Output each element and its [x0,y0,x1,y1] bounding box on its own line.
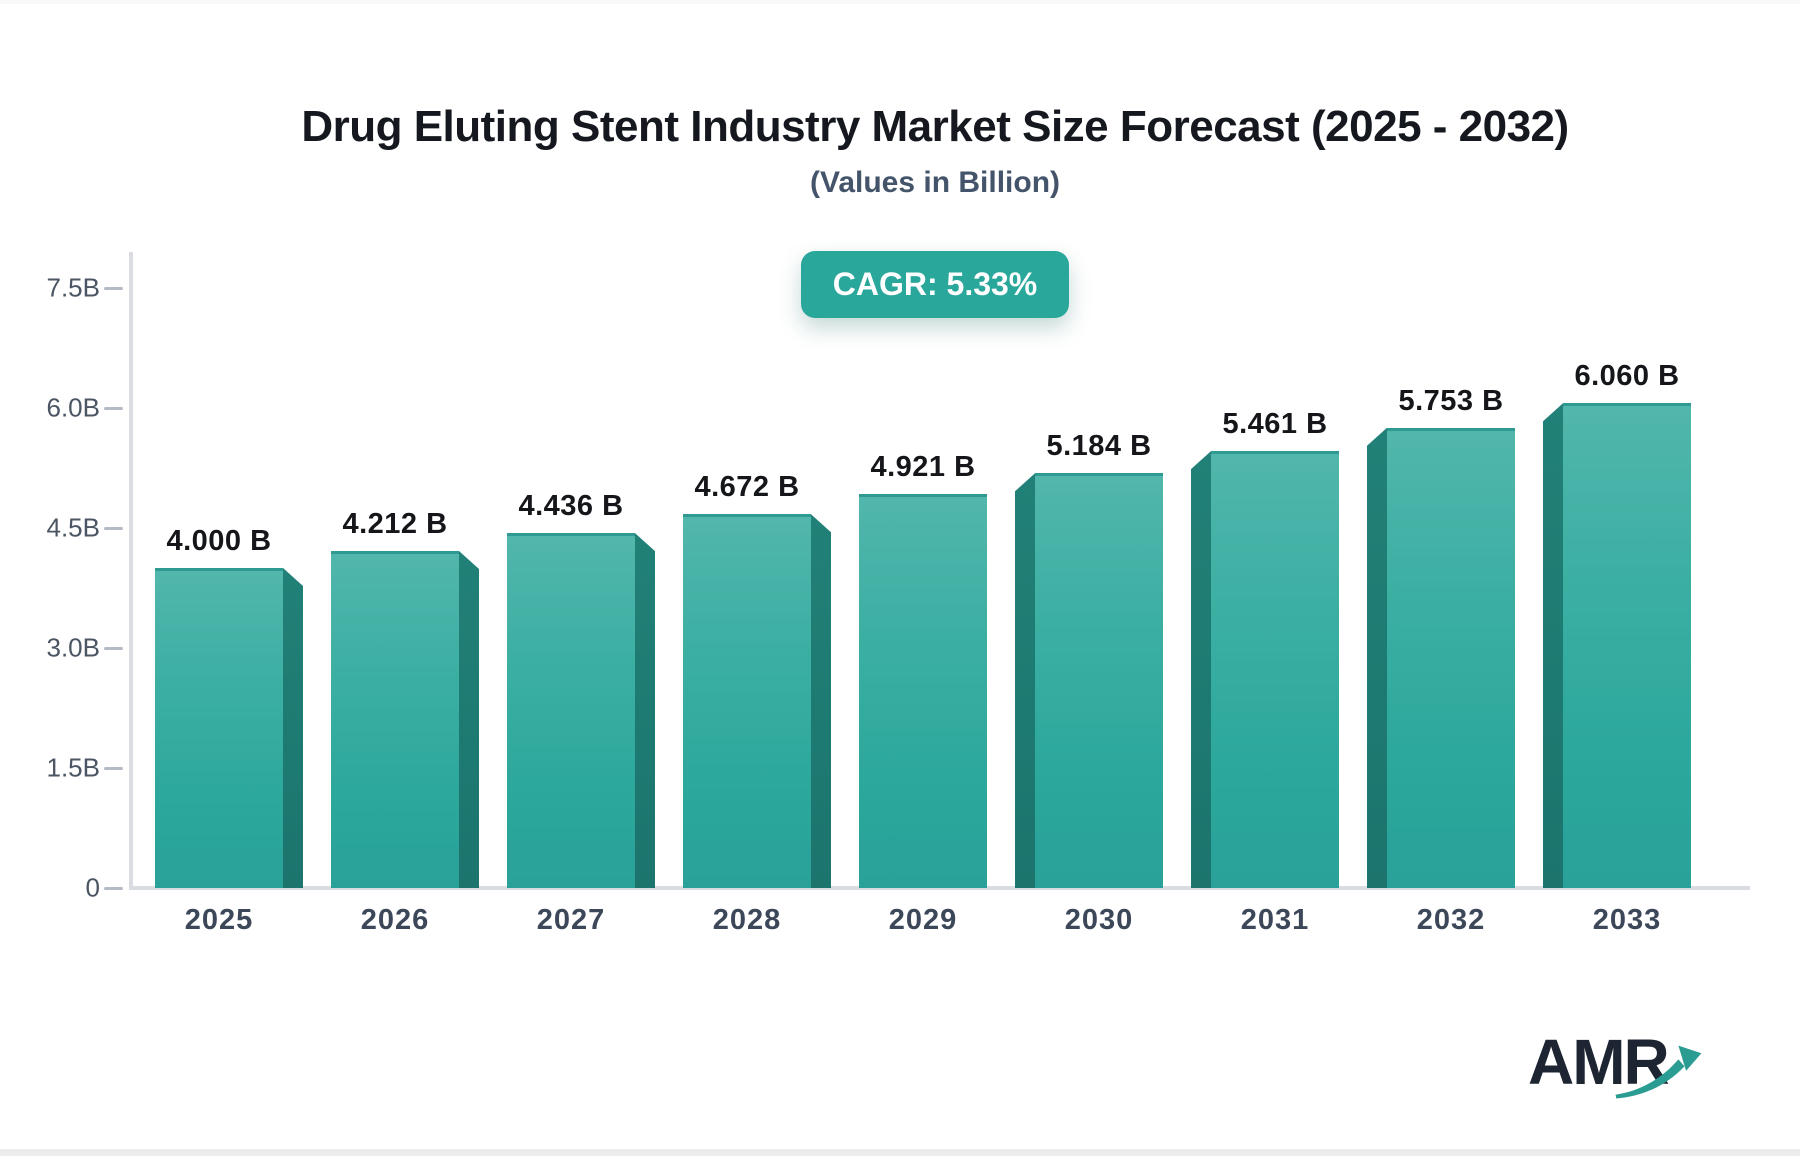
bar-2031 [1211,451,1339,888]
y-tick-label: 4.5B [46,512,101,543]
y-tick-mark [104,286,123,290]
bar-value-label: 5.461 B [1222,408,1328,441]
bar-2032 [1387,427,1515,888]
bar-2025 [155,568,283,888]
bar-2029 [859,494,987,888]
bar-2033 [1563,403,1691,888]
bar-2030 [1035,473,1163,888]
bar-side-panel [1543,403,1563,888]
amr-logo: AMR [1528,1030,1718,1114]
y-tick-mark [104,886,123,890]
image-top-edge [0,0,1800,4]
x-axis-label-2029: 2029 [888,904,958,936]
bar-value-label: 4.436 B [518,490,624,523]
y-tick-label: 6.0B [46,392,101,423]
cagr-badge: CAGR: 5.33% [800,251,1070,318]
bar-2027 [507,533,635,888]
x-axis-label-2031: 2031 [1240,904,1310,936]
bar-side-panel [811,514,831,888]
bar-value-label: 4.921 B [870,451,976,484]
y-axis-line [129,252,133,888]
bar-side-panel [635,533,655,888]
bar-2026 [331,551,459,888]
x-axis-label-2027: 2027 [536,904,606,936]
y-tick-label: 0 [85,872,100,903]
bar-side-panel [459,551,479,888]
y-tick-label: 7.5B [46,272,101,303]
bar-value-label: 5.753 B [1398,384,1504,417]
y-tick-mark [104,406,123,410]
bar-side-panel [1367,427,1387,888]
x-axis-label-2026: 2026 [360,904,430,936]
x-axis-label-2033: 2033 [1592,904,1662,936]
bar-side-panel [283,568,303,888]
y-tick-mark [104,526,123,530]
image-bottom-edge [0,1149,1800,1156]
bar-value-label: 4.672 B [694,471,800,504]
bar-value-label: 4.000 B [166,525,272,557]
bar-value-label: 5.184 B [1046,430,1152,463]
y-tick-label: 1.5B [46,752,101,783]
bar-value-label: 4.212 B [342,508,448,541]
x-axis-label-2032: 2032 [1416,904,1486,936]
bar-2028 [683,514,811,888]
growth-arrow-icon [1615,1045,1702,1099]
y-tick-mark [104,646,123,650]
x-axis-label-2030: 2030 [1064,904,1134,936]
x-axis-label-2025: 2025 [184,904,254,936]
chart-subtitle: (Values in Billion) [809,166,1061,200]
y-tick-mark [104,766,123,770]
bar-side-panel [1015,473,1035,888]
chart-title: Drug Eluting Stent Industry Market Size … [301,102,1569,151]
bar-value-label: 6.060 B [1574,360,1680,393]
chart-header: Drug Eluting Stent Industry Market Size … [70,102,1800,318]
x-axis-line [129,886,1750,890]
amr-logo-text: AMR [1528,1026,1670,1098]
bar-side-panel [1191,451,1211,888]
y-tick-label: 3.0B [46,632,101,663]
x-axis-label-2028: 2028 [712,904,782,936]
